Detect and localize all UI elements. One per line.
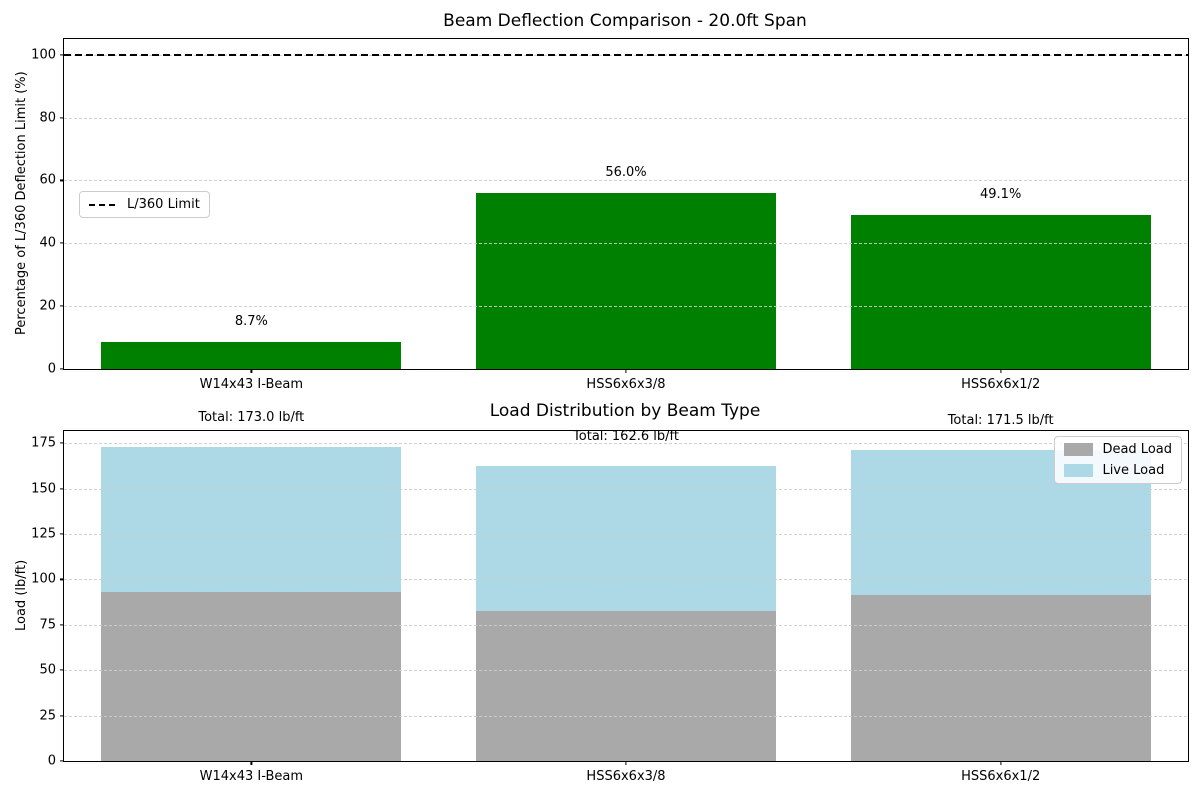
x-tick-label-2: HSS6x6x3/8 [586, 769, 666, 784]
y-tick-mark [60, 54, 64, 56]
y-tick-mark [60, 533, 64, 535]
gridline-25 [64, 715, 1188, 717]
total-label-1: Total: 173.0 lb/ft [198, 410, 305, 426]
y-tick-mark [60, 368, 64, 370]
y-tick-mark [60, 578, 64, 580]
y-tick-label: 50 [39, 662, 56, 678]
dead-load-bar-1 [101, 592, 402, 761]
x-tick-label-1: W14x43 I-Beam [199, 769, 304, 784]
deflection-bar-2 [476, 193, 776, 369]
total-label-3: Total: 171.5 lb/ft [947, 412, 1054, 428]
x-tick-mark [250, 369, 252, 373]
gridline-175 [64, 443, 1188, 445]
x-tick-mark [625, 369, 627, 373]
legend-row-dead-load: Dead Load [1064, 442, 1172, 457]
y-tick-label: 0 [47, 753, 56, 769]
y-tick-mark [60, 760, 64, 762]
gridline-60 [64, 180, 1188, 182]
limit-line [64, 53, 1188, 56]
y-tick-label: 20 [39, 298, 56, 314]
y-tick-mark [60, 624, 64, 626]
y-tick-mark [60, 442, 64, 444]
gridline-150 [64, 488, 1188, 490]
x-tick-mark [250, 761, 252, 765]
gridline-50 [64, 670, 1188, 672]
y-tick-label: 125 [31, 526, 56, 542]
gridline-75 [64, 624, 1188, 626]
y-tick-label: 0 [47, 361, 56, 377]
legend-row-limit: L/360 Limit [89, 197, 200, 212]
y-tick-label: 40 [39, 235, 56, 251]
deflection-plot-area: L/360 Limit 0 20 40 60 80 100 W14x43 I-Beam HSS… [31, 38, 1189, 392]
y-tick-label: 100 [31, 47, 56, 63]
live-load-bar-1 [101, 446, 402, 593]
deflection-y-axis-label: Percentage of L/360 Deflection Limit (%) [14, 71, 29, 335]
y-tick-label: 80 [39, 110, 56, 126]
gridline-100 [64, 579, 1188, 581]
legend-label-limit: L/360 Limit [127, 197, 200, 212]
legend-label-live-load: Live Load [1102, 463, 1165, 478]
dead-load-swatch-icon [1064, 443, 1094, 456]
y-tick-mark [60, 242, 64, 244]
y-tick-label: 150 [31, 481, 56, 497]
gridline-20 [64, 306, 1188, 308]
live-load-bar-2 [476, 465, 776, 611]
legend-label-dead-load: Dead Load [1102, 442, 1172, 457]
x-tick-label-3: HSS6x6x1/2 [961, 769, 1041, 784]
dead-load-bar-3 [850, 594, 1151, 761]
deflection-chart-title: Beam Deflection Comparison - 20.0ft Span [443, 11, 807, 31]
legend-row-live-load: Live Load [1064, 463, 1172, 478]
y-tick-mark [60, 669, 64, 671]
x-tick-mark [1000, 761, 1002, 765]
y-tick-label: 75 [39, 617, 56, 633]
total-label-2: Total: 162.6 lb/ft [573, 428, 679, 444]
gridline-80 [64, 117, 1188, 119]
deflection-value-label-3: 49.1% [980, 187, 1022, 203]
y-tick-mark [60, 179, 64, 182]
gridline-125 [64, 533, 1188, 535]
load-plot-area: Dead Load Live Load 0 25 50 75 100 125 150 175 W… [31, 410, 1189, 784]
deflection-value-label-2: 56.0% [605, 165, 647, 181]
live-load-swatch-icon [1064, 464, 1094, 477]
y-tick-mark [60, 487, 64, 490]
load-chart-title: Load Distribution by Beam Type [489, 401, 761, 421]
y-tick-mark [60, 116, 64, 119]
load-legend: Dead Load Live Load [1054, 436, 1182, 484]
x-tick-mark [1000, 369, 1002, 373]
dashed-line-icon [89, 203, 118, 206]
y-tick-label: 175 [31, 435, 56, 451]
y-tick-label: 60 [39, 172, 56, 188]
deflection-bar-3 [850, 214, 1151, 369]
y-tick-mark [60, 305, 64, 307]
y-tick-label: 100 [31, 571, 56, 587]
x-tick-mark [625, 761, 627, 765]
deflection-bar-1 [101, 341, 402, 369]
deflection-value-label-1: 8.7% [234, 314, 268, 330]
dead-load-bar-2 [476, 610, 776, 761]
y-tick-mark [60, 715, 64, 717]
load-y-axis-label: Load (lb/ft) [14, 559, 29, 631]
gridline-40 [64, 243, 1188, 245]
x-tick-label-2: HSS6x6x3/8 [586, 377, 666, 392]
x-tick-label-1: W14x43 I-Beam [199, 377, 304, 392]
x-tick-label-3: HSS6x6x1/2 [961, 377, 1041, 392]
y-tick-label: 25 [39, 708, 56, 724]
deflection-legend: L/360 Limit [79, 191, 210, 218]
